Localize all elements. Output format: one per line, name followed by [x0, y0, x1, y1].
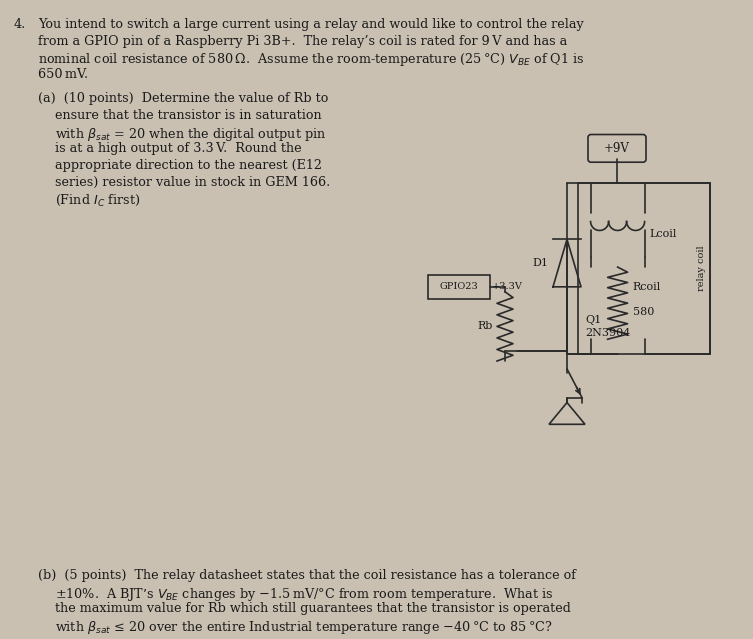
Text: nominal coil resistance of 580 Ω.  Assume the room-temperature (25 °C) $V_{BE}$ : nominal coil resistance of 580 Ω. Assume… [38, 51, 584, 68]
Text: ensure that the transistor is in saturation: ensure that the transistor is in saturat… [55, 109, 322, 122]
Text: (b)  (5 points)  The relay datasheet states that the coil resistance has a toler: (b) (5 points) The relay datasheet state… [38, 569, 576, 581]
Text: ±10%.  A BJT’s $V_{BE}$ changes by −1.5 mV/°C from room temperature.  What is: ±10%. A BJT’s $V_{BE}$ changes by −1.5 m… [55, 585, 553, 603]
Bar [428, 275, 490, 298]
Text: 4.: 4. [14, 18, 26, 31]
Text: is at a high output of 3.3 V.  Round the: is at a high output of 3.3 V. Round the [55, 142, 302, 155]
Text: 580: 580 [633, 307, 654, 316]
Text: +3.3V: +3.3V [492, 282, 523, 291]
Text: with $\beta_{sat}$ ≤ 20 over the entire Industrial temperature range −40 °C to 8: with $\beta_{sat}$ ≤ 20 over the entire … [55, 619, 553, 636]
Text: series) resistor value in stock in GEM 166.: series) resistor value in stock in GEM 1… [55, 176, 331, 189]
Text: Lcoil: Lcoil [650, 229, 677, 240]
Text: with $\beta_{sat}$ = 20 when the digital output pin: with $\beta_{sat}$ = 20 when the digital… [55, 126, 326, 142]
Text: relay coil: relay coil [697, 246, 706, 291]
Text: GPIO23: GPIO23 [440, 282, 478, 291]
Text: +9V: +9V [604, 142, 630, 155]
Text: D1: D1 [532, 258, 548, 268]
Text: You intend to switch a large current using a relay and would like to control the: You intend to switch a large current usi… [38, 18, 584, 31]
Text: (Find $I_C$ first): (Find $I_C$ first) [55, 193, 140, 208]
Text: appropriate direction to the nearest (E12: appropriate direction to the nearest (E1… [55, 159, 322, 173]
Text: Rb: Rb [477, 321, 493, 332]
Bar [578, 183, 710, 354]
Text: (a)  (10 points)  Determine the value of Rb to: (a) (10 points) Determine the value of R… [38, 92, 328, 105]
Text: 650 mV.: 650 mV. [38, 68, 88, 81]
Text: Rcoil: Rcoil [633, 282, 661, 292]
Text: the maximum value for Rb which still guarantees that the transistor is operated: the maximum value for Rb which still gua… [55, 603, 571, 615]
Text: Q1
2N3904: Q1 2N3904 [585, 314, 630, 338]
Text: from a GPIO pin of a Raspberry Pi 3B+.  The relay’s coil is rated for 9 V and ha: from a GPIO pin of a Raspberry Pi 3B+. T… [38, 35, 567, 48]
